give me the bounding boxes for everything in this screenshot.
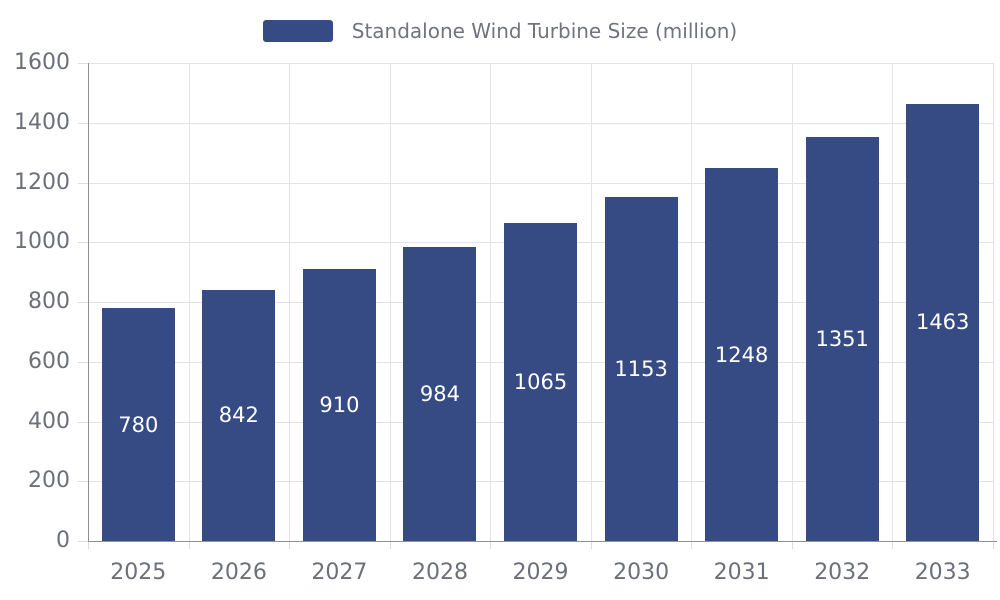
y-axis-tick bbox=[78, 123, 88, 124]
y-tick-label: 200 bbox=[28, 468, 70, 493]
y-gridline bbox=[88, 63, 993, 64]
y-tick-label: 600 bbox=[28, 349, 70, 374]
x-gridline bbox=[289, 63, 290, 541]
x-tick-label: 2029 bbox=[512, 560, 569, 585]
x-tick-label: 2025 bbox=[110, 560, 167, 585]
bar: 1065 bbox=[504, 222, 577, 541]
x-tick-label: 2027 bbox=[311, 560, 368, 585]
bar: 1153 bbox=[604, 196, 678, 541]
bar-value-label: 1248 bbox=[714, 342, 769, 367]
y-tick-label: 400 bbox=[28, 409, 70, 434]
legend-label[interactable]: Standalone Wind Turbine Size (million) bbox=[351, 19, 738, 43]
x-tick-label: 2033 bbox=[914, 560, 971, 585]
x-gridline bbox=[892, 63, 893, 541]
x-axis-tick bbox=[792, 541, 793, 549]
y-tick-label: 1400 bbox=[14, 110, 70, 135]
bar: 780 bbox=[101, 308, 175, 541]
bar: 984 bbox=[403, 247, 477, 541]
x-tick-label: 2026 bbox=[210, 560, 267, 585]
bar: 842 bbox=[202, 289, 276, 541]
x-gridline bbox=[490, 63, 491, 541]
x-tick-label: 2031 bbox=[713, 560, 770, 585]
bar-value-label: 1153 bbox=[614, 356, 668, 381]
y-tick-label: 1200 bbox=[14, 170, 70, 195]
y-axis-tick bbox=[78, 541, 88, 542]
bar: 1463 bbox=[906, 103, 980, 541]
bar-value-label: 780 bbox=[118, 412, 159, 437]
y-tick-label: 0 bbox=[56, 528, 70, 553]
y-tick-label: 1600 bbox=[14, 50, 70, 75]
x-tick-label: 2032 bbox=[814, 560, 871, 585]
x-axis-tick bbox=[390, 541, 391, 549]
y-axis-line bbox=[88, 63, 89, 541]
bar: 910 bbox=[302, 269, 376, 541]
x-axis-tick bbox=[993, 541, 994, 549]
bar-value-label: 1065 bbox=[513, 369, 568, 394]
x-axis-tick bbox=[591, 541, 592, 549]
x-axis-tick bbox=[289, 541, 290, 549]
y-gridline bbox=[88, 183, 993, 184]
bar-value-label: 984 bbox=[419, 382, 460, 406]
bar-value-label: 1463 bbox=[915, 310, 970, 335]
legend[interactable]: Standalone Wind Turbine Size (million) bbox=[0, 16, 1000, 46]
y-axis-tick bbox=[78, 481, 88, 482]
bar-value-label: 842 bbox=[218, 403, 259, 428]
legend-swatch[interactable] bbox=[262, 20, 333, 42]
y-gridline bbox=[88, 123, 993, 124]
x-tick-label: 2030 bbox=[613, 560, 670, 585]
y-axis-tick bbox=[78, 242, 88, 243]
x-gridline bbox=[189, 63, 190, 541]
x-axis-tick bbox=[892, 541, 893, 549]
x-axis-tick bbox=[490, 541, 491, 549]
x-axis-line bbox=[88, 541, 997, 542]
x-gridline bbox=[591, 63, 592, 541]
y-axis-tick bbox=[78, 422, 88, 423]
bar-value-label: 1351 bbox=[815, 327, 869, 352]
x-axis-tick bbox=[189, 541, 190, 549]
y-tick-label: 800 bbox=[28, 289, 70, 314]
x-gridline bbox=[993, 63, 994, 541]
x-gridline bbox=[691, 63, 692, 541]
y-axis-tick bbox=[78, 302, 88, 303]
y-axis-tick bbox=[78, 362, 88, 363]
y-axis-tick bbox=[78, 183, 88, 184]
y-axis-tick bbox=[78, 63, 88, 64]
x-axis-tick bbox=[691, 541, 692, 549]
x-gridline bbox=[390, 63, 391, 541]
bar: 1351 bbox=[805, 137, 879, 541]
x-gridline bbox=[792, 63, 793, 541]
bar-value-label: 910 bbox=[319, 393, 360, 418]
y-tick-label: 1000 bbox=[14, 229, 70, 254]
x-tick-label: 2028 bbox=[411, 560, 468, 585]
x-axis-tick bbox=[88, 541, 89, 549]
bar: 1248 bbox=[705, 168, 779, 541]
